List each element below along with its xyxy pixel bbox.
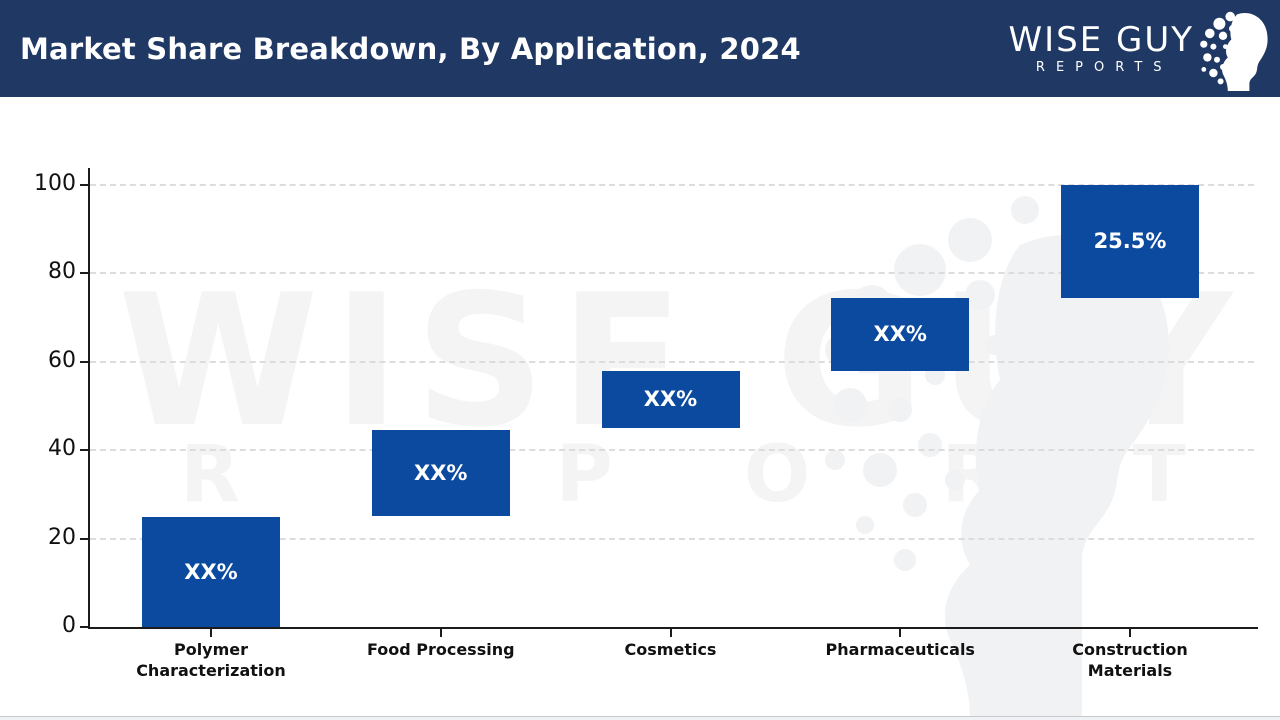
y-axis-label-60: 60	[48, 347, 76, 373]
y-tick-100	[80, 184, 88, 186]
logo-subtitle: REPORTS	[1035, 60, 1173, 76]
y-axis-label-20: 20	[48, 524, 76, 550]
x-axis-label-construction-materials: Construction Materials	[1072, 640, 1188, 680]
y-axis-label-80: 80	[48, 259, 76, 285]
logo-wordmark: WISE GUY	[1008, 19, 1194, 60]
gridline-60	[90, 360, 1254, 363]
bar-construction-materials: 25.5%	[1061, 185, 1199, 298]
gridline-100	[90, 184, 1254, 186]
x-tick-pharmaceuticals	[899, 629, 902, 637]
bar-pharmaceuticals: XX%	[831, 297, 970, 371]
y-axis-label-100: 100	[34, 171, 76, 196]
bottom-border-strip	[0, 716, 1280, 720]
bar-value-label: XX%	[643, 387, 698, 412]
y-axis-line	[88, 168, 90, 629]
bar-value-label: 25.5%	[1093, 229, 1167, 254]
x-tick-cosmetics	[669, 629, 672, 637]
x-tick-construction-materials	[1129, 629, 1131, 637]
gridline-20	[90, 537, 1254, 540]
header-bar: Market Share Breakdown, By Application, …	[0, 0, 1280, 97]
bar-value-label: XX%	[873, 322, 927, 347]
bar-value-label: XX%	[414, 461, 468, 486]
x-tick-polymer-characterization	[210, 629, 212, 637]
bar-value-label: XX%	[184, 559, 238, 584]
page-title: Market Share Breakdown, By Application, …	[20, 31, 801, 66]
y-tick-0	[80, 626, 88, 628]
bar-polymer-characterization: XX%	[142, 516, 280, 627]
waterfall-chart: 0 20 40 60 80 100 XX% Polymer Characterization XX…	[0, 97, 1280, 716]
x-tick-food-processing	[439, 629, 442, 637]
bar-food-processing: XX%	[371, 430, 510, 517]
logo-text: WISE GUY REPORTS	[1008, 19, 1194, 76]
gridline-40	[90, 449, 1254, 452]
x-axis-label-polymer-characterization: Polymer Characterization	[136, 640, 286, 680]
x-axis-line	[88, 627, 1258, 629]
y-tick-80	[80, 272, 88, 275]
x-axis-label-food-processing: Food Processing	[366, 640, 515, 659]
wiseguy-logo: WISE GUY REPORTS	[1008, 4, 1274, 94]
y-tick-20	[80, 537, 88, 540]
x-axis-label-pharmaceuticals: Pharmaceuticals	[825, 640, 975, 659]
y-tick-40	[80, 449, 88, 452]
y-axis-label-0: 0	[62, 613, 76, 638]
x-axis-label-cosmetics: Cosmetics	[624, 640, 717, 659]
y-tick-60	[80, 360, 88, 363]
logo-head-profile-icon	[1200, 11, 1268, 91]
gridline-80	[90, 272, 1254, 275]
y-axis-label-40: 40	[48, 436, 76, 462]
bar-cosmetics: XX%	[601, 370, 740, 429]
